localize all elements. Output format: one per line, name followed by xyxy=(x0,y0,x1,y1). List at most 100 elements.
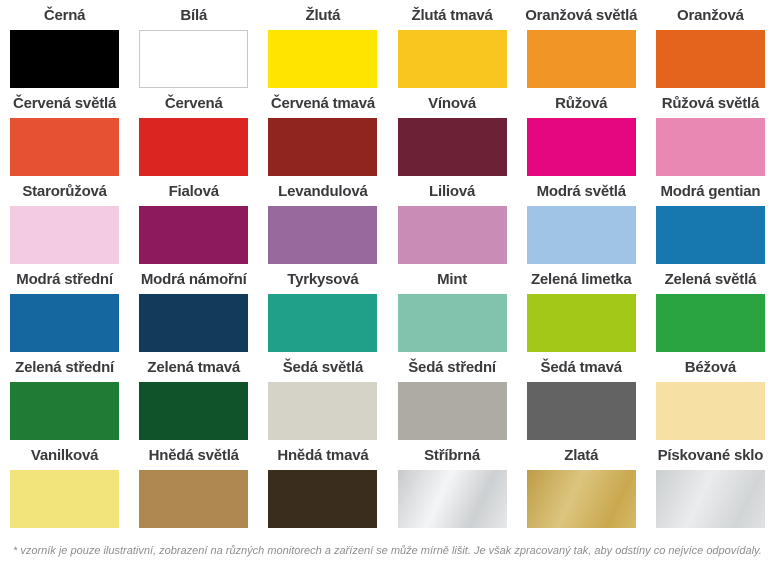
color-swatch-item: Růžová xyxy=(517,88,646,176)
color-name-label: Modrá gentian xyxy=(660,183,761,200)
color-swatch xyxy=(526,206,636,264)
color-swatch-item: Černá xyxy=(0,0,129,88)
color-swatch-item: Hnědá tmavá xyxy=(258,440,387,528)
color-name-label: Stříbrná xyxy=(424,447,481,464)
color-swatch-item: Stříbrná xyxy=(388,440,517,528)
color-name-label: Levandulová xyxy=(278,183,368,200)
color-name-label: Červená světlá xyxy=(13,95,117,112)
color-swatch xyxy=(526,294,636,352)
color-swatch xyxy=(139,30,249,88)
color-swatch xyxy=(10,30,120,88)
color-swatch-item: Šedá světlá xyxy=(258,352,387,440)
color-swatch xyxy=(397,470,507,528)
color-swatch-item: Zelená limetka xyxy=(517,264,646,352)
color-swatch-item: Hnědá světlá xyxy=(129,440,258,528)
color-swatch-item: Zelená střední xyxy=(0,352,129,440)
color-name-label: Červená xyxy=(164,95,223,112)
color-name-label: Modrá světlá xyxy=(536,183,627,200)
color-name-label: Žlutá xyxy=(305,7,341,24)
color-swatch xyxy=(655,294,765,352)
color-swatch xyxy=(139,206,249,264)
color-swatch xyxy=(526,382,636,440)
color-swatch-item: Pískované sklo xyxy=(646,440,775,528)
color-swatch-item: Červená světlá xyxy=(0,88,129,176)
color-name-label: Hnědá tmavá xyxy=(277,447,369,464)
color-name-label: Oranžová xyxy=(677,7,744,24)
color-swatch-item: Červená xyxy=(129,88,258,176)
color-name-label: Béžová xyxy=(684,359,737,376)
color-name-label: Vanilková xyxy=(30,447,99,464)
disclaimer-note: * vzorník je pouze ilustrativní, zobraze… xyxy=(13,545,762,557)
color-swatch-item: Vínová xyxy=(388,88,517,176)
color-name-label: Šedá střední xyxy=(408,359,496,376)
color-swatch-item: Žlutá tmavá xyxy=(388,0,517,88)
color-swatch xyxy=(139,382,249,440)
color-swatch xyxy=(655,382,765,440)
color-name-label: Zelená střední xyxy=(15,359,115,376)
color-swatch xyxy=(139,118,249,176)
color-name-label: Šedá tmavá xyxy=(540,359,623,376)
color-swatch-item: Vanilková xyxy=(0,440,129,528)
color-swatch-item: Béžová xyxy=(646,352,775,440)
color-name-label: Oranžová světlá xyxy=(525,7,638,24)
color-swatch xyxy=(526,30,636,88)
color-swatch xyxy=(10,206,120,264)
color-swatch xyxy=(397,206,507,264)
color-swatch-item: Červená tmavá xyxy=(258,88,387,176)
color-swatch-item: Šedá střední xyxy=(388,352,517,440)
color-swatch xyxy=(397,30,507,88)
color-swatch-item: Šedá tmavá xyxy=(517,352,646,440)
color-swatch xyxy=(10,470,120,528)
color-swatch xyxy=(526,470,636,528)
color-swatch xyxy=(139,470,249,528)
color-swatch xyxy=(268,382,378,440)
color-swatch-item: Modrá střední xyxy=(0,264,129,352)
color-name-label: Hnědá světlá xyxy=(148,447,239,464)
color-name-label: Modrá námořní xyxy=(140,271,247,288)
color-swatch xyxy=(655,118,765,176)
color-grid: Černá Bílá Žlutá Žlutá tmavá Oranžová sv… xyxy=(0,0,775,528)
color-swatch-item: Zelená světlá xyxy=(646,264,775,352)
color-name-label: Zlatá xyxy=(564,447,599,464)
color-swatch-item: Levandulová xyxy=(258,176,387,264)
color-name-label: Tyrkysová xyxy=(287,271,359,288)
color-name-label: Žlutá tmavá xyxy=(411,7,493,24)
color-name-label: Černá xyxy=(43,7,86,24)
color-swatch xyxy=(10,118,120,176)
color-name-label: Červená tmavá xyxy=(270,95,375,112)
color-name-label: Modrá střední xyxy=(16,271,113,288)
color-swatch xyxy=(655,30,765,88)
color-swatch xyxy=(397,382,507,440)
color-name-label: Fialová xyxy=(168,183,219,200)
color-swatch xyxy=(397,294,507,352)
color-swatch-item: Modrá světlá xyxy=(517,176,646,264)
color-swatch xyxy=(268,206,378,264)
color-name-label: Zelená tmavá xyxy=(147,359,241,376)
color-swatch-item: Oranžová světlá xyxy=(517,0,646,88)
color-swatch xyxy=(268,294,378,352)
color-name-label: Bílá xyxy=(180,7,208,24)
color-name-label: Růžová xyxy=(555,95,608,112)
color-name-label: Pískované sklo xyxy=(657,447,764,464)
color-swatch-item: Liliová xyxy=(388,176,517,264)
color-name-label: Růžová světlá xyxy=(661,95,760,112)
color-swatch-item: Mint xyxy=(388,264,517,352)
color-swatch xyxy=(655,206,765,264)
color-swatch-item: Zlatá xyxy=(517,440,646,528)
color-name-label: Liliová xyxy=(429,183,476,200)
color-swatch-item: Modrá námořní xyxy=(129,264,258,352)
color-name-label: Vínová xyxy=(428,95,477,112)
color-name-label: Šedá světlá xyxy=(282,359,364,376)
color-swatch-item: Bílá xyxy=(129,0,258,88)
color-swatch-item: Žlutá xyxy=(258,0,387,88)
color-swatch-item: Tyrkysová xyxy=(258,264,387,352)
color-swatch xyxy=(268,118,378,176)
color-swatch xyxy=(10,294,120,352)
color-swatch xyxy=(268,470,378,528)
color-swatch xyxy=(397,118,507,176)
color-name-label: Zelená limetka xyxy=(530,271,632,288)
color-swatch xyxy=(268,30,378,88)
color-swatch xyxy=(655,470,765,528)
color-swatch-item: Modrá gentian xyxy=(646,176,775,264)
